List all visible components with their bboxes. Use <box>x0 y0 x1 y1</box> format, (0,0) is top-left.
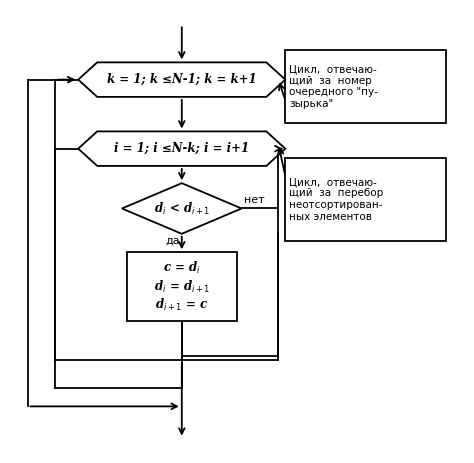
Bar <box>285 158 447 241</box>
Bar <box>285 50 447 123</box>
Polygon shape <box>122 183 242 234</box>
Text: нет: нет <box>244 195 264 205</box>
Text: да: да <box>166 236 180 246</box>
Text: d$_i$ < d$_{i+1}$: d$_i$ < d$_{i+1}$ <box>154 200 210 217</box>
Text: Цикл,  отвечаю-
щий  за  номер
очередного "пу-
зырька": Цикл, отвечаю- щий за номер очередного "… <box>289 64 378 109</box>
Text: Цикл,  отвечаю-
щий  за  перебор
неотсортирован-
ных элементов: Цикл, отвечаю- щий за перебор неотсортир… <box>289 177 383 222</box>
Text: i = 1; i ≤N-k; i = i+1: i = 1; i ≤N-k; i = i+1 <box>114 142 249 155</box>
Polygon shape <box>78 63 285 97</box>
Polygon shape <box>78 131 285 166</box>
Bar <box>127 252 237 321</box>
Text: c = d$_i$
d$_i$ = d$_{i+1}$
d$_{i+1}$ = c: c = d$_i$ d$_i$ = d$_{i+1}$ d$_{i+1}$ = … <box>154 260 210 313</box>
Text: k = 1; k ≤N-1; k = k+1: k = 1; k ≤N-1; k = k+1 <box>107 73 256 86</box>
